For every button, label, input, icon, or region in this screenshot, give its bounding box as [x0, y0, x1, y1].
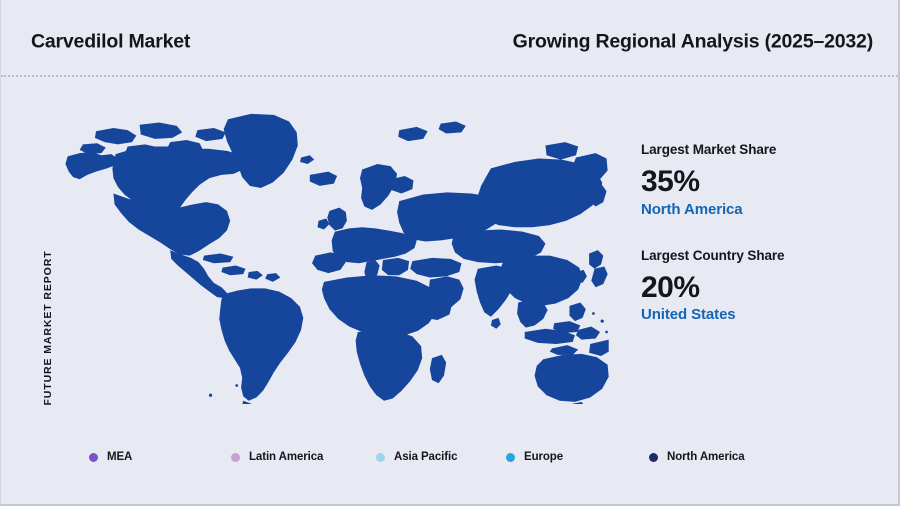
legend-dot-icon [89, 452, 98, 462]
stat-region: United States [641, 306, 736, 323]
legend-item-label: Europe [524, 451, 564, 463]
legend-dot-icon [376, 452, 385, 462]
header-subtitle: Growing Regional Analysis (2025–2032) [512, 30, 874, 53]
header: Carvedilol Market Growing Regional Analy… [1, 0, 898, 77]
legend-item-label: Asia Pacific [394, 451, 458, 463]
legend-item-label: MEA [107, 451, 133, 463]
stats-panel: Largest Market Share 35% North America L… [641, 142, 881, 323]
world-map-landmasses [65, 113, 609, 404]
new-zealand [572, 362, 598, 396]
world-map [63, 92, 609, 404]
stat-label: Largest Market Share [641, 142, 777, 157]
legend-item-north-america: North America [649, 447, 745, 467]
stat-value: 35% [641, 165, 700, 198]
legend-item-label: North America [667, 451, 745, 463]
stat-largest-country-share: Largest Country Share 20% United States [641, 248, 881, 324]
stat-largest-market-share: Largest Market Share 35% North America [641, 142, 881, 218]
legend-item-europe: Europe [506, 447, 563, 467]
world-map-svg [65, 113, 609, 404]
legend-item-label: Latin America [249, 451, 324, 463]
legend-item-mea: MEA [89, 447, 132, 467]
legend-item-latin-america: Latin America [231, 447, 323, 467]
legend-dot-icon [231, 452, 240, 462]
stat-value: 20% [641, 270, 700, 304]
legend-item-asia-pacific: Asia Pacific [376, 447, 457, 467]
stat-label: Largest Country Share [641, 247, 785, 263]
legend-dot-icon [506, 452, 515, 462]
page-title: Carvedilol Market [31, 30, 191, 53]
header-divider [1, 75, 898, 77]
brand-vertical-label: FUTURE MARKET REPORT [42, 250, 54, 406]
map-legend: MEA Latin America Asia Pacific Europe No… [89, 447, 789, 467]
stat-region: North America [641, 200, 743, 218]
legend-dot-icon [649, 452, 658, 462]
